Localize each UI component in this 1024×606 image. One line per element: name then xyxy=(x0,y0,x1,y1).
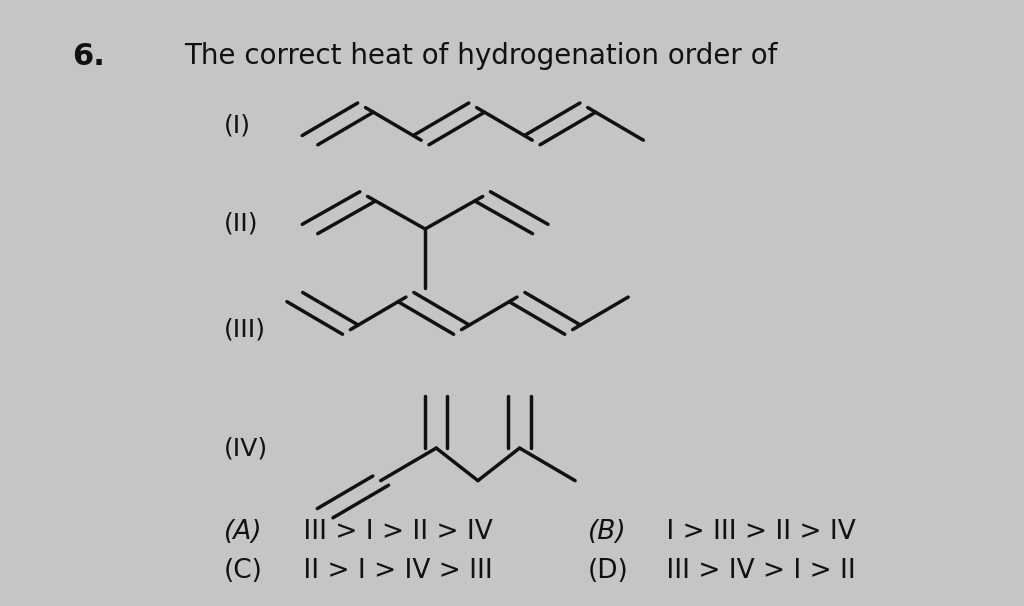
Text: (B): (B) xyxy=(588,519,627,545)
Text: (I): (I) xyxy=(224,113,251,138)
Text: The correct heat of hydrogenation order of: The correct heat of hydrogenation order … xyxy=(183,42,777,70)
Text: 6.: 6. xyxy=(73,42,105,72)
Text: III > IV > I > II: III > IV > I > II xyxy=(658,558,856,584)
Text: II > I > IV > III: II > I > IV > III xyxy=(295,558,493,584)
Text: (C): (C) xyxy=(224,558,263,584)
Text: (D): (D) xyxy=(588,558,629,584)
Text: III > I > II > IV: III > I > II > IV xyxy=(295,519,493,545)
Text: I > III > II > IV: I > III > II > IV xyxy=(658,519,856,545)
Text: (III): (III) xyxy=(224,318,266,342)
Text: (A): (A) xyxy=(224,519,262,545)
Text: (II): (II) xyxy=(224,211,259,235)
Text: (IV): (IV) xyxy=(224,436,268,460)
